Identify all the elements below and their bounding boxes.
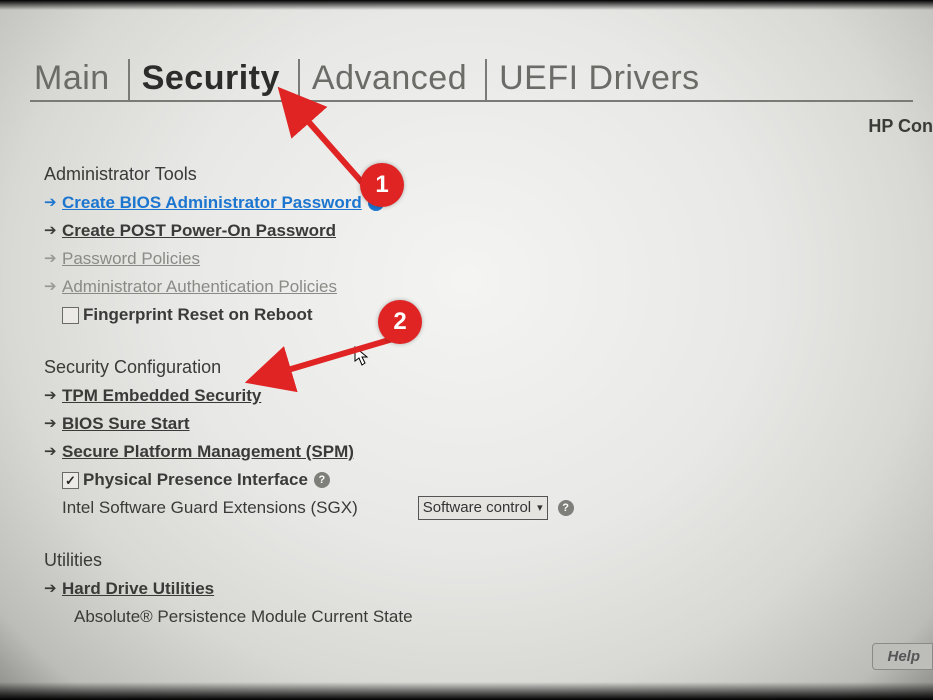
section-admin-tools-title: Administrator Tools bbox=[44, 164, 893, 185]
arrow-icon: ➔ bbox=[44, 219, 62, 243]
label-ppi: Physical Presence Interface bbox=[83, 468, 308, 492]
arrow-icon: ➔ bbox=[44, 440, 62, 464]
link-password-policies[interactable]: Password Policies bbox=[62, 247, 200, 271]
checkbox-fingerprint-reset[interactable] bbox=[62, 307, 79, 324]
link-create-bios-admin-pw[interactable]: Create BIOS Administrator Password bbox=[62, 191, 362, 215]
arrow-icon: ➔ bbox=[44, 412, 62, 436]
label-sgx: Intel Software Guard Extensions (SGX) bbox=[62, 496, 358, 520]
section-utilities-title: Utilities bbox=[44, 550, 893, 571]
link-tpm[interactable]: TPM Embedded Security bbox=[62, 384, 261, 408]
arrow-icon: ➔ bbox=[44, 577, 62, 601]
arrow-icon: ➔ bbox=[44, 191, 62, 215]
label-absolute: Absolute® Persistence Module Current Sta… bbox=[74, 605, 413, 629]
tab-main[interactable]: Main bbox=[30, 59, 128, 100]
section-sec-cfg-title: Security Configuration bbox=[44, 357, 893, 378]
arrow-icon: ➔ bbox=[44, 247, 62, 271]
annotation-badge-2: 2 bbox=[378, 300, 422, 344]
select-sgx[interactable]: Software control ▾ bbox=[418, 496, 548, 520]
help-button[interactable]: Help bbox=[872, 643, 933, 670]
tab-uefi[interactable]: UEFI Drivers bbox=[485, 59, 718, 100]
link-create-post-pw[interactable]: Create POST Power-On Password bbox=[62, 219, 336, 243]
select-sgx-value: Software control bbox=[423, 496, 531, 520]
link-sure-start[interactable]: BIOS Sure Start bbox=[62, 412, 190, 436]
help-icon[interactable]: ? bbox=[314, 472, 330, 488]
link-hard-drive-utilities[interactable]: Hard Drive Utilities bbox=[62, 577, 214, 601]
help-icon[interactable]: ? bbox=[558, 500, 574, 516]
label-fingerprint-reset: Fingerprint Reset on Reboot bbox=[83, 303, 313, 327]
link-spm[interactable]: Secure Platform Management (SPM) bbox=[62, 440, 354, 464]
annotation-badge-1: 1 bbox=[360, 163, 404, 207]
content-area: Administrator Tools ➔ Create BIOS Admini… bbox=[44, 164, 893, 633]
arrow-icon: ➔ bbox=[44, 384, 62, 408]
link-admin-auth-policies[interactable]: Administrator Authentication Policies bbox=[62, 275, 337, 299]
arrow-icon: ➔ bbox=[44, 275, 62, 299]
tab-bar: Main Security Advanced UEFI Drivers bbox=[30, 52, 913, 102]
checkbox-ppi[interactable] bbox=[62, 472, 79, 489]
chevron-down-icon: ▾ bbox=[537, 496, 543, 520]
brand-label: HP Con bbox=[868, 116, 933, 137]
tab-advanced[interactable]: Advanced bbox=[298, 59, 485, 100]
tab-security[interactable]: Security bbox=[128, 59, 298, 100]
